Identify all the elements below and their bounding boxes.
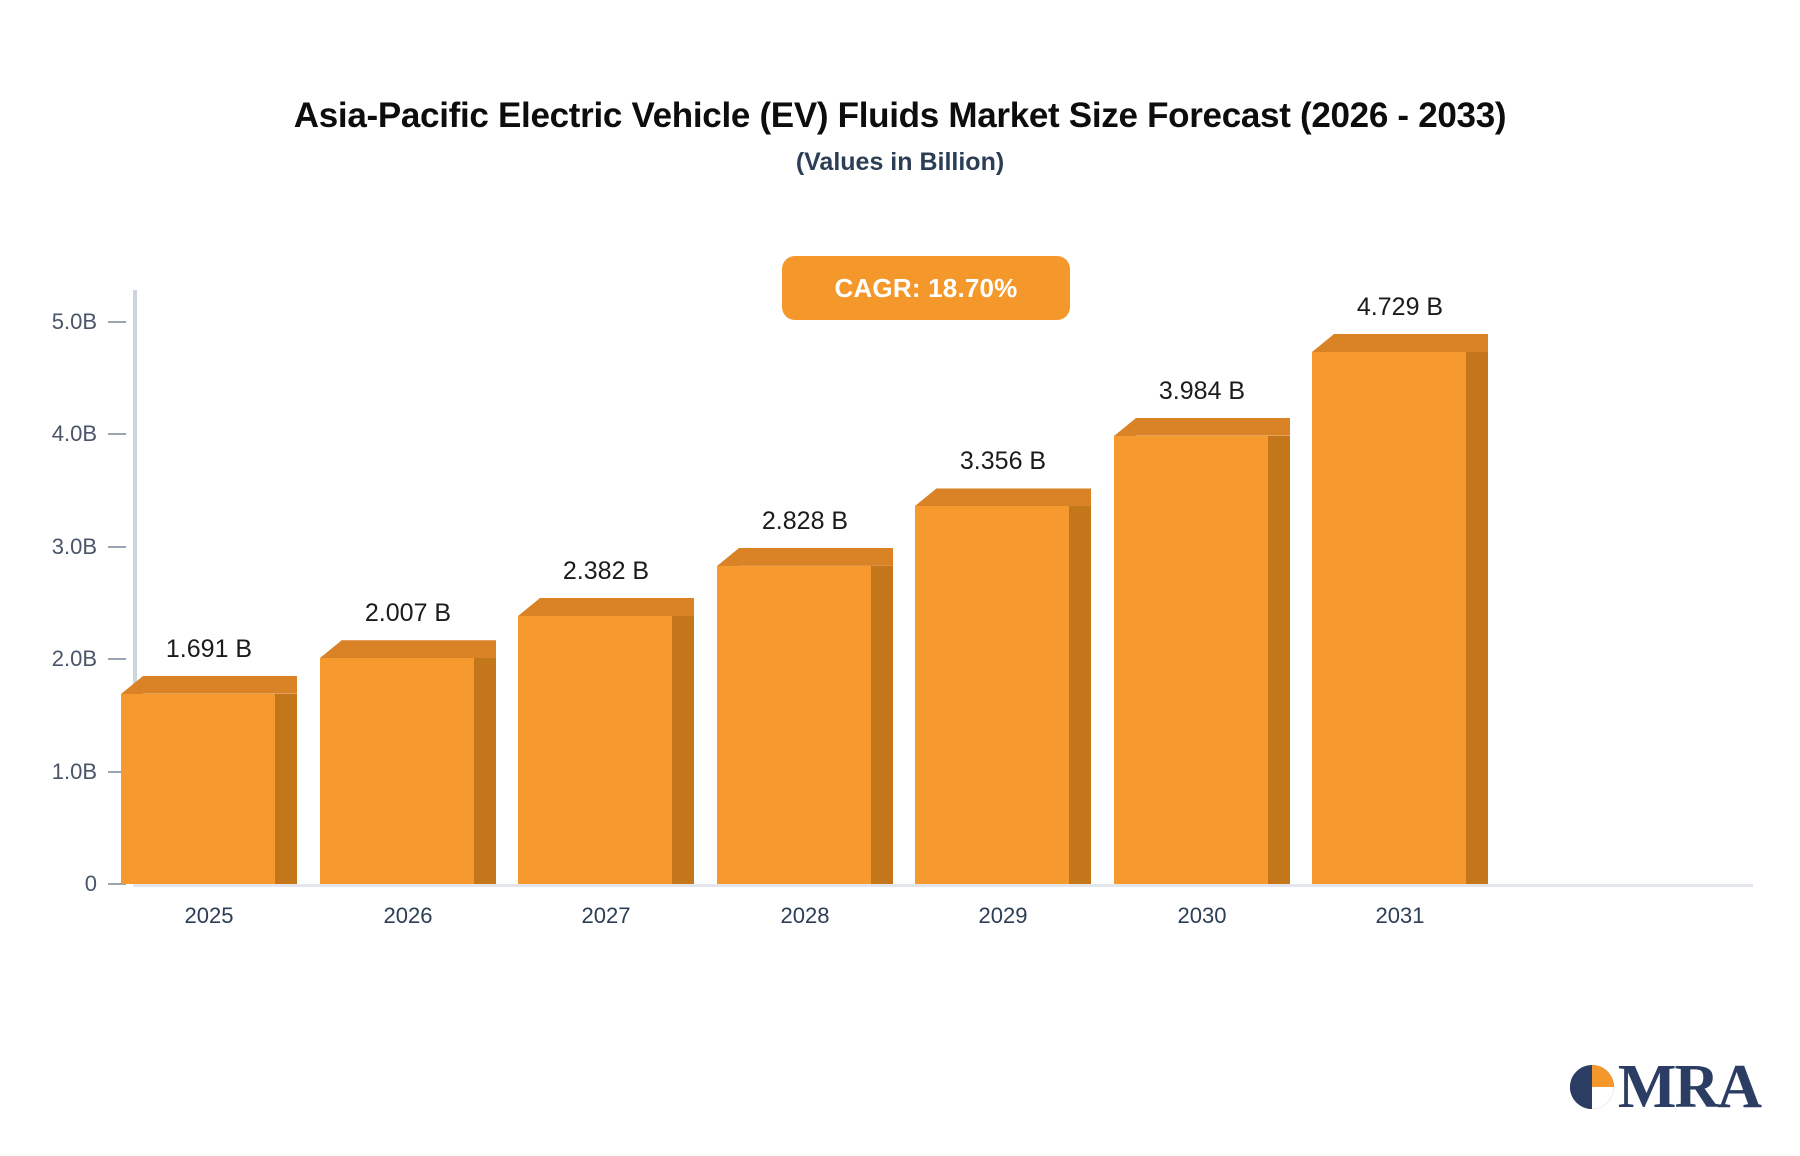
y-axis-tick: 4.0B [52,421,126,447]
y-axis-line [133,290,137,885]
page-subtitle: (Values in Billion) [795,148,1005,176]
bar[interactable]: 2.007 B [320,599,496,884]
bar-value-label: 2.828 B [761,506,849,535]
bar-side-face [1069,506,1091,884]
bar-top-face [717,547,893,566]
bar-front-face [1114,435,1268,884]
page-title: Asia-Pacific Electric Vehicle (EV) Fluid… [293,96,1507,135]
x-axis-tick-label: 2025 [184,903,234,928]
x-axis-tick-label: 2026 [383,903,433,928]
bar-value-label: 1.691 B [165,634,253,663]
bar[interactable]: 3.356 B [915,447,1091,884]
bar-side-face [1268,435,1290,884]
y-axis-tick: 5.0B [52,309,126,335]
bar-value-label: 2.007 B [364,599,452,628]
bar-front-face [518,616,672,884]
y-axis-tick-label: 2.0B [51,646,97,671]
bar[interactable]: 2.382 B [518,557,694,884]
bar-front-face [320,658,474,884]
bar-side-face [1466,351,1488,884]
x-axis-tick-label: 2031 [1375,903,1425,928]
y-axis-tick-label: 1.0B [51,758,97,784]
bar[interactable]: 3.984 B [1114,377,1290,884]
bar[interactable]: 1.691 B [121,635,297,884]
x-axis-tick-label: 2027 [581,903,631,928]
bar-side-face [275,693,297,884]
bar[interactable]: 2.828 B [717,507,893,884]
bar-top-face [915,488,1091,507]
logo-text: MRA [1617,1053,1762,1121]
y-axis-tick-mark [108,658,126,660]
y-axis-tick-mark [108,883,126,885]
y-axis-tick: 3.0B [52,534,126,560]
y-axis-tick-mark [108,320,126,323]
y-axis-tick-mark [108,545,126,548]
mra-logo: MRA [1568,1053,1762,1121]
y-axis-tick: 0 [85,871,126,897]
bar-top-face [1312,333,1488,352]
y-axis-tick-label: 4.0B [51,421,97,446]
bar-front-face [121,693,275,884]
bar-value-label: 2.382 B [562,557,650,586]
bar-value-label: 3.984 B [1158,376,1246,405]
x-axis-tick-label: 2029 [978,903,1028,928]
y-axis-tick-labels: 0 1.0B 2.0B 3.0B 4.0B 5.0B [0,0,126,1156]
bar[interactable]: 4.729 B [1312,293,1488,884]
y-axis-tick-mark [108,770,126,773]
y-axis-tick-label: 3.0B [51,533,97,559]
pie-chart-icon [1568,1063,1616,1111]
x-axis-tick-label: 2028 [780,903,830,928]
cagr-badge-label: CAGR: 18.70% [834,272,1018,303]
y-axis-tick-label: 0 [84,871,97,896]
bar-value-label: 3.356 B [959,447,1047,476]
bar-front-face [717,565,871,884]
bar-front-face [915,506,1069,884]
bar-top-face [320,640,496,659]
y-axis-tick-mark [108,433,126,435]
bar-side-face [871,565,893,884]
bar-side-face [474,658,496,884]
bar-top-face [121,675,297,694]
bar-top-face [518,598,694,617]
cagr-badge: CAGR: 18.70% [782,256,1070,320]
bar-top-face [1114,417,1290,436]
bar-side-face [672,616,694,884]
x-axis-tick-label: 2030 [1177,903,1227,928]
bar-front-face [1312,351,1466,884]
y-axis-tick: 1.0B [52,759,126,785]
y-axis-tick: 2.0B [52,646,126,672]
bar-value-label: 4.729 B [1356,292,1444,321]
y-axis-tick-label: 5.0B [51,308,97,334]
x-axis-line [133,884,1753,887]
